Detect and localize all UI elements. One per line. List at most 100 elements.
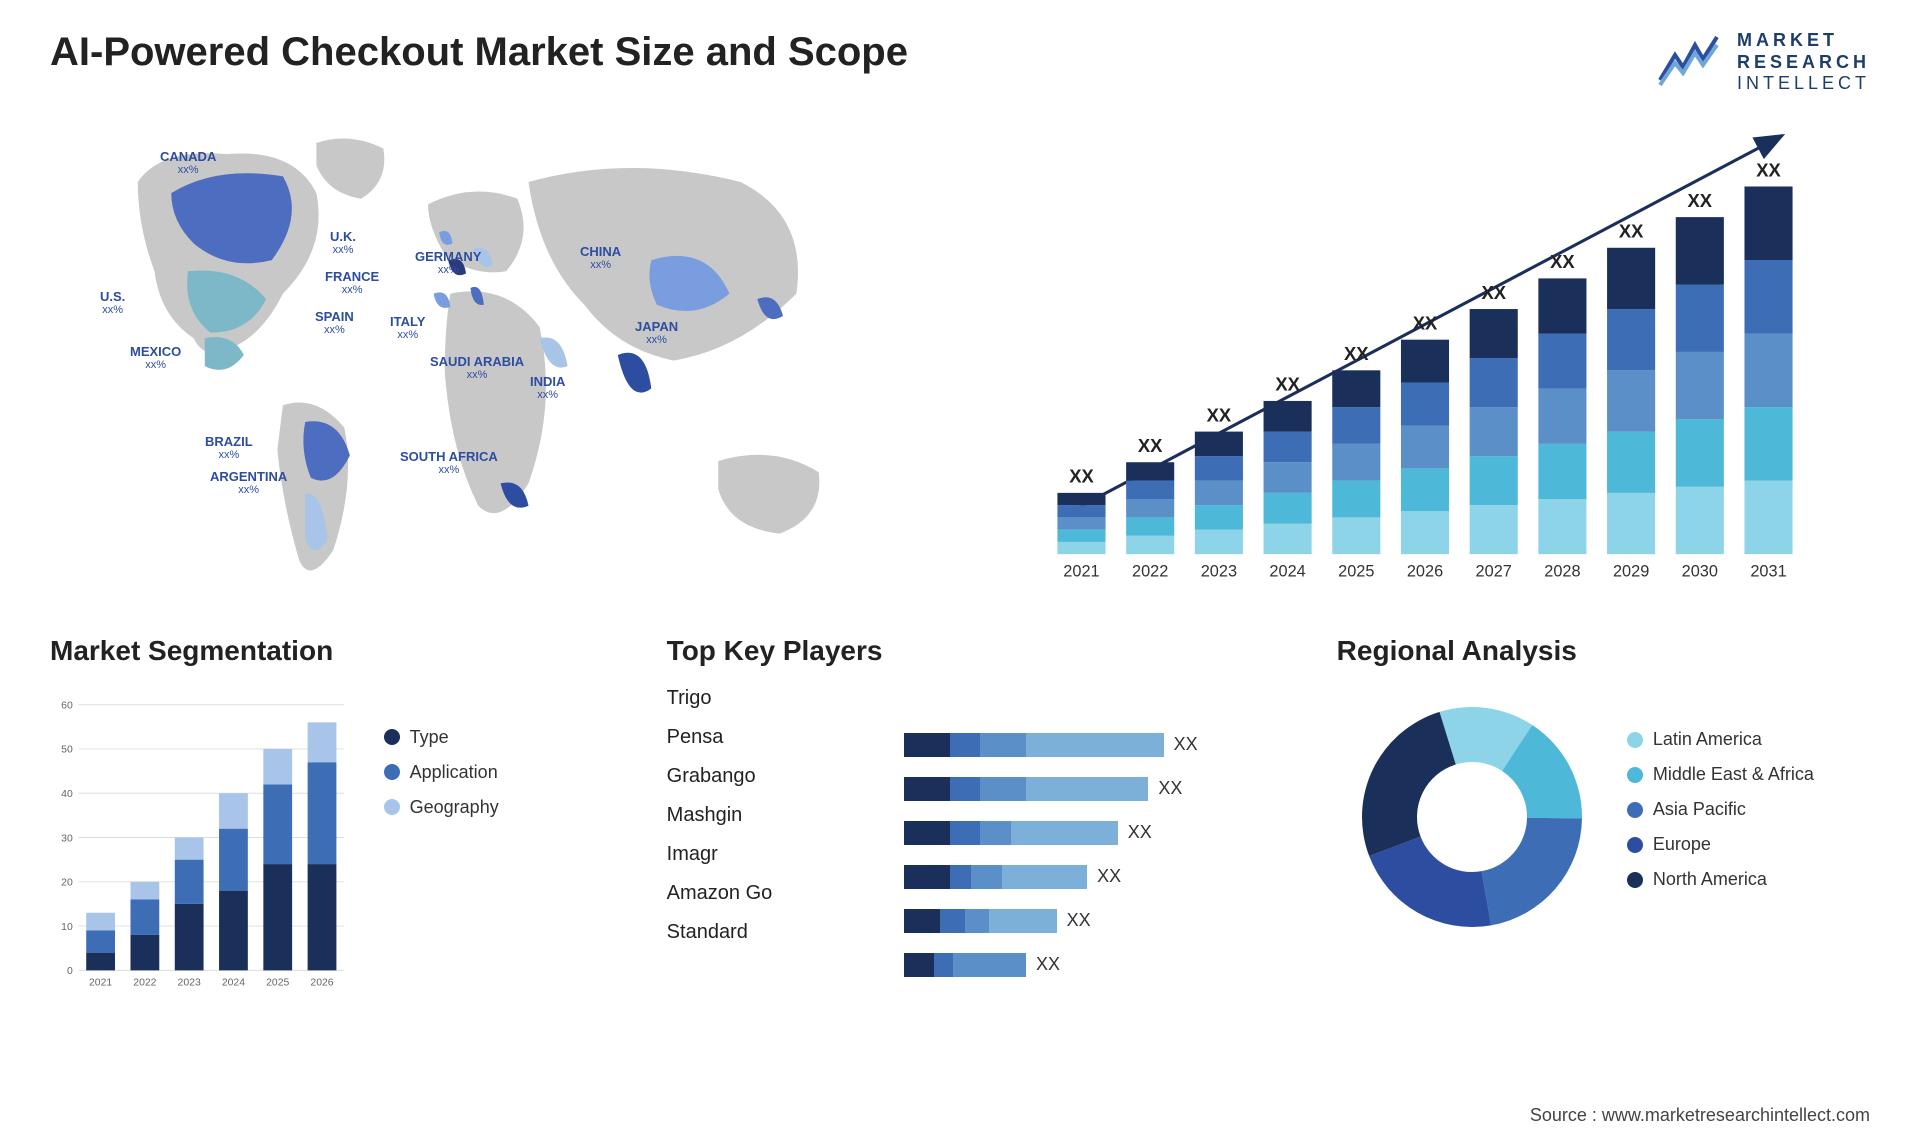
segmentation-bar-chart: 0102030405060202120222023202420252026: [50, 687, 354, 1007]
svg-text:10: 10: [61, 922, 73, 933]
legend-item: Application: [384, 762, 637, 783]
keyplayer-bar: [904, 909, 1057, 933]
svg-text:XX: XX: [1756, 159, 1781, 180]
svg-text:2025: 2025: [1338, 562, 1374, 580]
keyplayer-bar-segment: [1026, 733, 1164, 757]
keyplayer-name: Imagr: [667, 843, 884, 866]
keyplayer-bar-segment: [904, 953, 935, 977]
svg-text:2023: 2023: [1201, 562, 1237, 580]
keyplayer-value: XX: [1067, 910, 1091, 931]
svg-text:20: 20: [61, 877, 73, 888]
keyplayer-bar-row: [904, 687, 1307, 715]
keyplayer-value: XX: [1097, 866, 1121, 887]
keyplayer-name: Amazon Go: [667, 882, 884, 905]
map-label: GERMANYxx%: [415, 250, 481, 276]
svg-text:2024: 2024: [1269, 562, 1305, 580]
map-label: U.S.xx%: [100, 290, 125, 316]
keyplayer-bar-row: XX: [904, 907, 1307, 935]
map-label: U.K.xx%: [330, 230, 356, 256]
keyplayer-bar-segment: [1011, 821, 1118, 845]
keyplayer-bar-segment: [965, 909, 989, 933]
legend-label: Latin America: [1653, 729, 1762, 750]
legend-label: Geography: [410, 797, 499, 818]
top-row: CANADAxx%U.S.xx%MEXICOxx%BRAZILxx%ARGENT…: [50, 115, 1870, 595]
donut-wrap: [1337, 687, 1607, 947]
logo: MARKET RESEARCH INTELLECT: [1655, 30, 1870, 95]
legend-label: North America: [1653, 869, 1767, 890]
header: AI-Powered Checkout Market Size and Scop…: [50, 30, 1870, 95]
keyplayer-bar-segment: [940, 909, 964, 933]
svg-text:2021: 2021: [1063, 562, 1099, 580]
map-label: BRAZILxx%: [205, 435, 253, 461]
legend-dot: [1627, 872, 1643, 888]
keyplayer-bar-segment: [950, 777, 981, 801]
svg-text:XX: XX: [1344, 343, 1369, 364]
svg-text:50: 50: [61, 745, 73, 756]
svg-text:2022: 2022: [133, 977, 156, 988]
legend-dot: [1627, 767, 1643, 783]
keyplayer-bar-segment: [989, 909, 1056, 933]
keyplayers-panel: Top Key Players TrigoPensaGrabangoMashgi…: [667, 635, 1307, 1055]
svg-text:XX: XX: [1275, 374, 1300, 395]
map-label: CANADAxx%: [160, 150, 216, 176]
svg-text:60: 60: [61, 700, 73, 711]
svg-text:XX: XX: [1207, 404, 1232, 425]
svg-text:2028: 2028: [1544, 562, 1580, 580]
regional-legend: Latin America Middle East & Africa Asia Pa…: [1627, 729, 1870, 904]
map-label: ITALYxx%: [390, 315, 425, 341]
regional-donut-chart: [1342, 687, 1602, 947]
svg-text:XX: XX: [1688, 190, 1713, 211]
growth-bar-chart: XX 2021 XX 2022 XX 2023 XX 2024 XX 2025 XX 2026 XX 20…: [980, 115, 1870, 595]
bottom-row: Market Segmentation 01020304050602021202…: [50, 635, 1870, 1055]
keyplayer-bar-segment: [953, 953, 1026, 977]
legend-dot: [1627, 732, 1643, 748]
svg-text:XX: XX: [1138, 435, 1163, 456]
keyplayer-bar-segment: [934, 953, 952, 977]
keyplayer-name: Mashgin: [667, 804, 884, 827]
segmentation-chart: 0102030405060202120222023202420252026: [50, 687, 354, 1012]
segmentation-legend: Type Application Geography: [384, 687, 637, 1012]
legend-item: Europe: [1627, 834, 1870, 855]
keyplayer-bar-row: XX: [904, 819, 1307, 847]
keyplayer-bar-row: XX: [904, 863, 1307, 891]
source-attribution: Source : www.marketresearchintellect.com: [1530, 1105, 1870, 1126]
keyplayer-value: XX: [1158, 778, 1182, 799]
keyplayer-value: XX: [1128, 822, 1152, 843]
keyplayer-bar-segment: [980, 733, 1026, 757]
growth-chart: XX 2021 XX 2022 XX 2023 XX 2024 XX 2025 XX 2026 XX 20…: [980, 115, 1870, 595]
svg-text:2031: 2031: [1750, 562, 1786, 580]
map-label: SOUTH AFRICAxx%: [400, 450, 498, 476]
svg-text:2024: 2024: [222, 977, 245, 988]
map-label: JAPANxx%: [635, 320, 678, 346]
svg-text:2022: 2022: [1132, 562, 1168, 580]
keyplayer-bar: [904, 733, 1164, 757]
keyplayer-bar-segment: [950, 821, 981, 845]
page-title: AI-Powered Checkout Market Size and Scop…: [50, 30, 908, 75]
svg-text:2027: 2027: [1476, 562, 1512, 580]
legend-item: Type: [384, 727, 637, 748]
map-label: CHINAxx%: [580, 245, 621, 271]
keyplayer-bar-row: XX: [904, 731, 1307, 759]
legend-label: Application: [410, 762, 498, 783]
legend-dot: [384, 729, 400, 745]
keyplayer-bar-segment: [904, 909, 941, 933]
keyplayer-bar-segment: [980, 777, 1026, 801]
legend-dot: [1627, 837, 1643, 853]
regional-title: Regional Analysis: [1337, 635, 1870, 667]
keyplayer-bar-segment: [971, 865, 1002, 889]
legend-label: Europe: [1653, 834, 1711, 855]
svg-text:2025: 2025: [266, 977, 289, 988]
segmentation-panel: Market Segmentation 01020304050602021202…: [50, 635, 637, 1055]
legend-label: Asia Pacific: [1653, 799, 1746, 820]
svg-text:2026: 2026: [1407, 562, 1443, 580]
keyplayer-value: XX: [1036, 954, 1060, 975]
svg-text:XX: XX: [1069, 465, 1094, 486]
regional-panel: Regional Analysis Latin America Middle Ea…: [1337, 635, 1870, 1055]
keyplayer-name: Standard: [667, 921, 884, 944]
keyplayer-bar-segment: [950, 865, 971, 889]
map-label: FRANCExx%: [325, 270, 379, 296]
svg-text:30: 30: [61, 833, 73, 844]
svg-text:40: 40: [61, 789, 73, 800]
map-label: MEXICOxx%: [130, 345, 181, 371]
legend-label: Middle East & Africa: [1653, 764, 1814, 785]
